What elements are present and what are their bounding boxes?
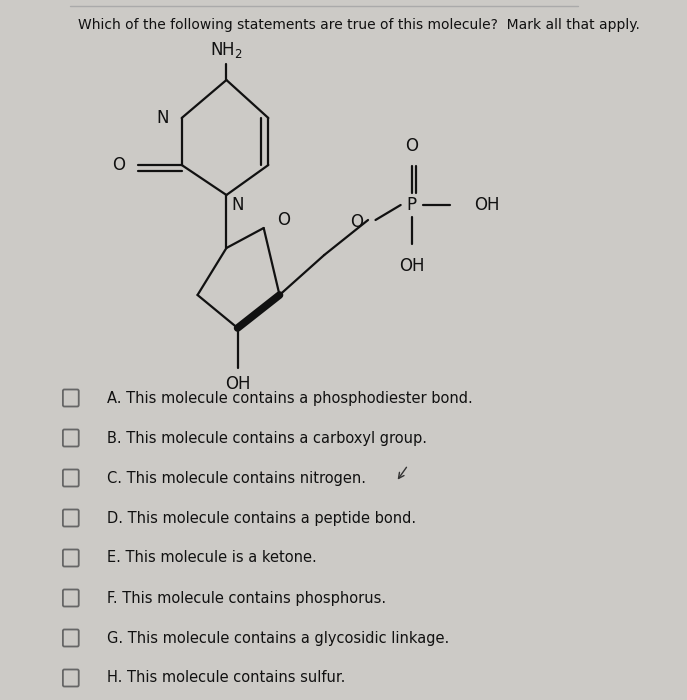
Text: O: O bbox=[350, 213, 363, 231]
Text: D. This molecule contains a peptide bond.: D. This molecule contains a peptide bond… bbox=[107, 510, 416, 526]
Text: C. This molecule contains nitrogen.: C. This molecule contains nitrogen. bbox=[107, 470, 366, 486]
FancyBboxPatch shape bbox=[63, 589, 79, 606]
Text: NH$_2$: NH$_2$ bbox=[210, 40, 243, 60]
Text: O: O bbox=[277, 211, 290, 229]
Text: B. This molecule contains a carboxyl group.: B. This molecule contains a carboxyl gro… bbox=[107, 430, 427, 445]
Text: N: N bbox=[156, 109, 168, 127]
Text: P: P bbox=[407, 196, 417, 214]
Text: E. This molecule is a ketone.: E. This molecule is a ketone. bbox=[107, 550, 317, 566]
FancyBboxPatch shape bbox=[63, 550, 79, 566]
FancyBboxPatch shape bbox=[63, 430, 79, 447]
Text: OH: OH bbox=[225, 375, 250, 393]
Text: A. This molecule contains a phosphodiester bond.: A. This molecule contains a phosphodiest… bbox=[107, 391, 473, 405]
FancyBboxPatch shape bbox=[63, 389, 79, 407]
Text: G. This molecule contains a glycosidic linkage.: G. This molecule contains a glycosidic l… bbox=[107, 631, 449, 645]
Text: F. This molecule contains phosphorus.: F. This molecule contains phosphorus. bbox=[107, 591, 386, 606]
Text: N: N bbox=[231, 196, 244, 214]
Text: Which of the following statements are true of this molecule?  Mark all that appl: Which of the following statements are tr… bbox=[78, 18, 640, 32]
Text: OH: OH bbox=[474, 196, 499, 214]
Text: H. This molecule contains sulfur.: H. This molecule contains sulfur. bbox=[107, 671, 346, 685]
FancyBboxPatch shape bbox=[63, 629, 79, 647]
FancyBboxPatch shape bbox=[63, 470, 79, 486]
Text: OH: OH bbox=[399, 257, 425, 275]
FancyBboxPatch shape bbox=[63, 669, 79, 687]
Text: O: O bbox=[112, 156, 125, 174]
FancyBboxPatch shape bbox=[63, 510, 79, 526]
Text: O: O bbox=[405, 137, 418, 155]
